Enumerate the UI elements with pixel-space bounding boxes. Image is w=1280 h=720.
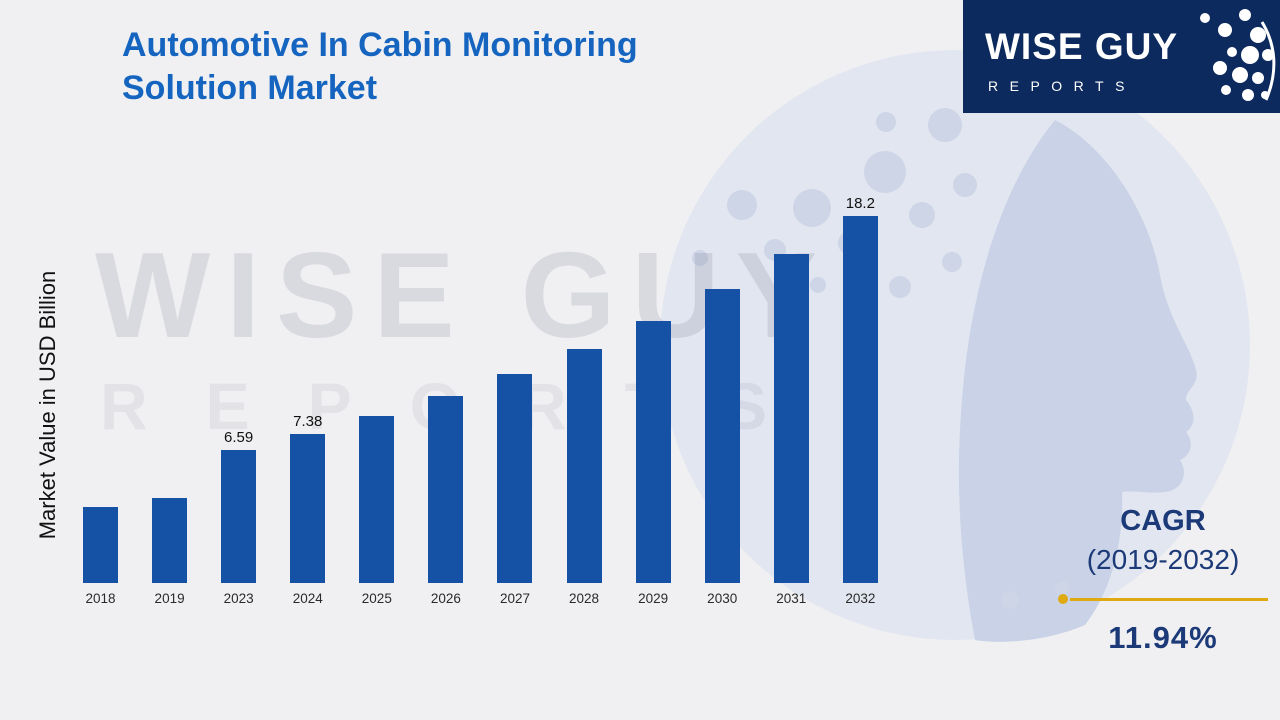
bar-chart: 2018 2019 6.59 2023 7.38 2024 2025 2026 2027 2028… [83, 195, 878, 606]
bar-2019 [152, 498, 188, 583]
x-tick-2027: 2027 [499, 591, 530, 606]
cagr-divider [1058, 594, 1268, 604]
x-tick-2030: 2030 [707, 591, 738, 606]
bar-group-2031: 2031 [773, 195, 809, 606]
face-profile-icon [958, 120, 1197, 642]
bar-group-2026: 2026 [428, 195, 464, 606]
brand-wordmark: WISE GUY [985, 26, 1179, 67]
bar-group-2024: 7.38 2024 [290, 195, 326, 606]
cagr-value: 11.94% [1108, 620, 1218, 655]
x-tick-2023: 2023 [223, 591, 254, 606]
cagr-range: (2019-2032) [1086, 544, 1240, 575]
x-tick-2018: 2018 [85, 591, 116, 606]
bar-value-label-2032: 18.2 [845, 195, 875, 212]
cagr-label: CAGR [1120, 505, 1206, 537]
bar-2024 [290, 434, 326, 583]
bar-2025 [359, 416, 395, 583]
bar-2027 [497, 374, 533, 583]
bar-2028 [566, 349, 602, 583]
bar-group-2029: 2029 [635, 195, 671, 606]
x-tick-2032: 2032 [845, 591, 876, 606]
page-title: Automotive In Cabin Monitoring Solution … [122, 26, 638, 108]
brand-wordmark-sub: REPORTS [988, 78, 1136, 94]
bar-2018 [83, 507, 118, 583]
x-tick-2025: 2025 [361, 591, 392, 606]
divider-dot-icon [1058, 594, 1068, 604]
bar-group-2023: 6.59 2023 [221, 195, 257, 606]
bar-group-2019: 2019 [152, 195, 188, 606]
bar-2031 [773, 254, 809, 583]
x-tick-2029: 2029 [638, 591, 669, 606]
bar-group-2018: 2018 [83, 195, 118, 606]
x-tick-2019: 2019 [154, 591, 185, 606]
divider-line [1070, 597, 1268, 601]
bar-2029 [635, 321, 671, 583]
bar-2030 [704, 289, 740, 583]
bar-group-2027: 2027 [497, 195, 533, 606]
cagr-block: CAGR (2019-2032) 11.94% [1058, 505, 1268, 656]
x-tick-2028: 2028 [569, 591, 600, 606]
bar-group-2028: 2028 [566, 195, 602, 606]
brand-logo: WISE GUY REPORTS [963, 0, 1280, 113]
x-tick-2031: 2031 [776, 591, 807, 606]
y-axis-label: Market Value in USD Billion [35, 270, 60, 540]
bar-group-2030: 2030 [704, 195, 740, 606]
bar-2026 [428, 396, 464, 583]
x-tick-2024: 2024 [292, 591, 323, 606]
bar-group-2032: 18.2 2032 [842, 195, 878, 606]
bar-2023 [221, 450, 257, 583]
watermark-wiseguy: WISE GUY [95, 227, 834, 363]
x-tick-2026: 2026 [430, 591, 461, 606]
bar-value-label-2024: 7.38 [293, 413, 323, 430]
bar-value-label-2023: 6.59 [224, 429, 254, 446]
brand-head-icon [1200, 9, 1276, 101]
bar-group-2025: 2025 [359, 195, 395, 606]
bar-2032 [842, 216, 878, 583]
